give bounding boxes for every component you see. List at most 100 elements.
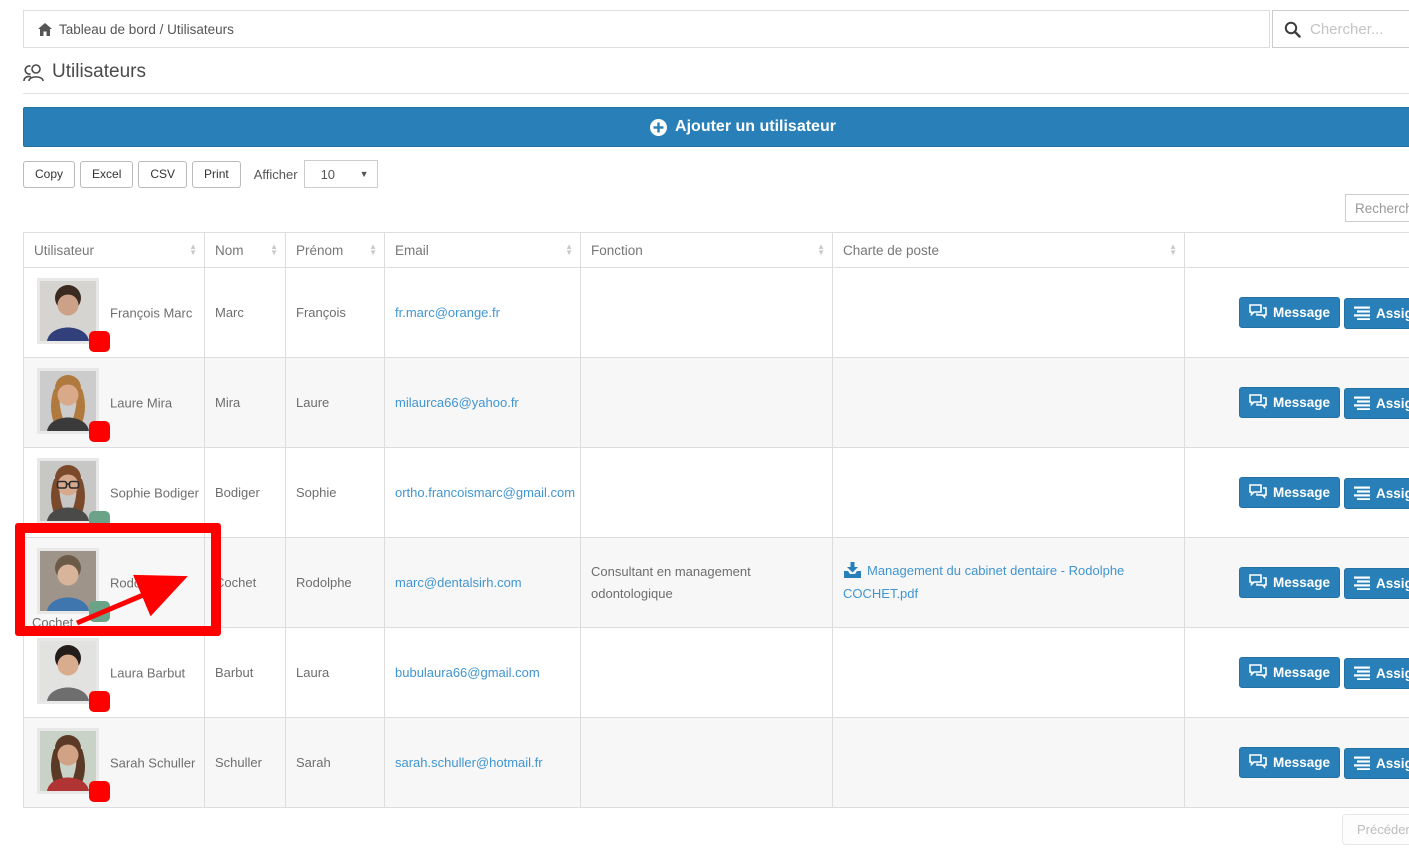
pagination-previous-button[interactable]: Précédent xyxy=(1342,814,1409,845)
email-link[interactable]: fr.marc@orange.fr xyxy=(395,305,500,320)
user-display-name: François Marc xyxy=(110,305,193,320)
user-display-name: Rodolphe xyxy=(110,575,166,590)
header-utilisateur[interactable]: Utilisateur ▲ ▼ xyxy=(23,232,205,268)
charte-cell xyxy=(832,357,1185,448)
email-link[interactable]: milaurca66@yahoo.fr xyxy=(395,395,519,410)
message-button[interactable]: Message xyxy=(1239,476,1341,508)
email-cell: milaurca66@yahoo.fr xyxy=(384,357,581,448)
assigner-button[interactable]: Assigner xyxy=(1344,657,1409,689)
status-badge xyxy=(89,781,110,802)
sort-icon: ▲ ▼ xyxy=(817,242,825,257)
fonction-cell xyxy=(580,357,833,448)
user-display-name: Laura Barbut xyxy=(110,665,186,680)
users-icon xyxy=(23,64,44,82)
avatar xyxy=(37,728,110,802)
nom-cell: Cochet xyxy=(204,537,286,628)
assigner-label: Assigner xyxy=(1376,305,1409,321)
charte-cell xyxy=(832,267,1185,358)
table-row: Sophie Bodiger Bodiger Sophie ortho.fran… xyxy=(23,447,1409,538)
message-button[interactable]: Message xyxy=(1239,656,1341,688)
user-display-name: Sarah Schuller xyxy=(110,755,196,770)
fonction-cell xyxy=(580,717,833,808)
message-icon xyxy=(1249,574,1267,589)
message-label: Message xyxy=(1273,394,1331,410)
charte-cell xyxy=(832,717,1185,808)
export-toolbar: Copy Excel CSV Print Afficher 10 ▼ xyxy=(23,160,378,188)
chevron-down-icon: ▼ xyxy=(359,169,369,179)
global-search-input[interactable] xyxy=(1310,20,1409,38)
avatar xyxy=(37,368,110,442)
user-display-name: Sophie Bodiger xyxy=(110,485,199,500)
header-nom[interactable]: Nom ▲ ▼ xyxy=(204,232,286,268)
message-button[interactable]: Message xyxy=(1239,296,1341,328)
message-label: Message xyxy=(1273,574,1331,590)
email-link[interactable]: bubulaura66@gmail.com xyxy=(395,665,540,680)
prenom-cell: François xyxy=(285,267,385,358)
print-button[interactable]: Print xyxy=(192,160,241,188)
message-label: Message xyxy=(1273,304,1331,320)
download-icon xyxy=(844,562,861,579)
header-fonction[interactable]: Fonction ▲ ▼ xyxy=(580,232,833,268)
page-length-label: Afficher xyxy=(253,166,298,182)
assigner-button[interactable]: Assigner xyxy=(1344,477,1409,509)
assigner-icon xyxy=(1354,306,1371,320)
message-button[interactable]: Message xyxy=(1239,746,1341,778)
message-label: Message xyxy=(1273,664,1331,680)
assigner-label: Assigner xyxy=(1376,395,1409,411)
fonction-cell xyxy=(580,447,833,538)
csv-button[interactable]: CSV xyxy=(138,160,188,188)
assigner-label: Assigner xyxy=(1376,665,1409,681)
email-link[interactable]: marc@dentalsirh.com xyxy=(395,575,522,590)
table-search-input[interactable] xyxy=(1345,194,1409,222)
email-link[interactable]: sarah.schuller@hotmail.fr xyxy=(395,755,543,770)
assigner-button[interactable]: Assigner xyxy=(1344,567,1409,599)
copy-button[interactable]: Copy xyxy=(23,160,76,188)
status-badge xyxy=(89,331,110,352)
assigner-label: Assigner xyxy=(1376,755,1409,771)
header-charte[interactable]: Charte de poste ▲ ▼ xyxy=(832,232,1185,268)
header-prenom[interactable]: Prénom ▲ ▼ xyxy=(285,232,385,268)
prenom-cell: Laure xyxy=(285,357,385,448)
actions-cell: Message Assigner xyxy=(1184,447,1409,538)
message-button[interactable]: Message xyxy=(1239,386,1341,418)
search-icon xyxy=(1284,21,1301,38)
add-user-button[interactable]: Ajouter un utilisateur xyxy=(23,107,1409,147)
assigner-button[interactable]: Assigner xyxy=(1344,297,1409,329)
charte-pdf-link[interactable]: Management du cabinet dentaire - Rodolph… xyxy=(843,562,1125,601)
nom-cell: Mira xyxy=(204,357,286,448)
plus-circle-icon xyxy=(650,118,668,136)
page-length-select[interactable]: 10 ▼ xyxy=(303,160,378,188)
charte-cell xyxy=(832,447,1185,538)
breadcrumb-text: Tableau de bord / Utilisateurs xyxy=(59,21,234,37)
sort-icon: ▲ ▼ xyxy=(270,242,278,257)
message-label: Message xyxy=(1273,484,1331,500)
header-email[interactable]: Email ▲ ▼ xyxy=(384,232,581,268)
email-cell: marc@dentalsirh.com xyxy=(384,537,581,628)
user-cell: Sophie Bodiger xyxy=(23,447,205,538)
assigner-button[interactable]: Assigner xyxy=(1344,747,1409,779)
table-header-row: Utilisateur ▲ ▼ Nom ▲ ▼ Prénom ▲ ▼ Email ▲ ▼ Fon… xyxy=(23,232,1409,268)
sort-icon: ▲ ▼ xyxy=(1169,242,1177,257)
page-title-label: Utilisateurs xyxy=(52,61,146,82)
message-icon xyxy=(1249,664,1267,679)
assigner-button[interactable]: Assigner xyxy=(1344,387,1409,419)
table-row: Laure Mira Mira Laure milaurca66@yahoo.f… xyxy=(23,357,1409,448)
table-row: Sarah Schuller Schuller Sarah sarah.schu… xyxy=(23,717,1409,808)
status-badge xyxy=(89,691,110,712)
assigner-label: Assigner xyxy=(1376,575,1409,591)
user-cell: Laure Mira xyxy=(23,357,205,448)
divider xyxy=(23,93,1409,94)
fonction-cell: Consultant en management odontologique xyxy=(580,537,833,628)
add-user-label: Ajouter un utilisateur xyxy=(675,118,836,135)
email-link[interactable]: ortho.francoismarc@gmail.com xyxy=(395,485,576,500)
assigner-icon xyxy=(1354,576,1371,590)
prenom-cell: Laura xyxy=(285,627,385,718)
user-cell: François Marc xyxy=(23,267,205,358)
assigner-icon xyxy=(1354,396,1371,410)
message-icon xyxy=(1249,484,1267,499)
table-row: François Marc Marc François fr.marc@oran… xyxy=(23,267,1409,358)
message-button[interactable]: Message xyxy=(1239,566,1341,598)
excel-button[interactable]: Excel xyxy=(80,160,134,188)
avatar xyxy=(37,548,110,622)
